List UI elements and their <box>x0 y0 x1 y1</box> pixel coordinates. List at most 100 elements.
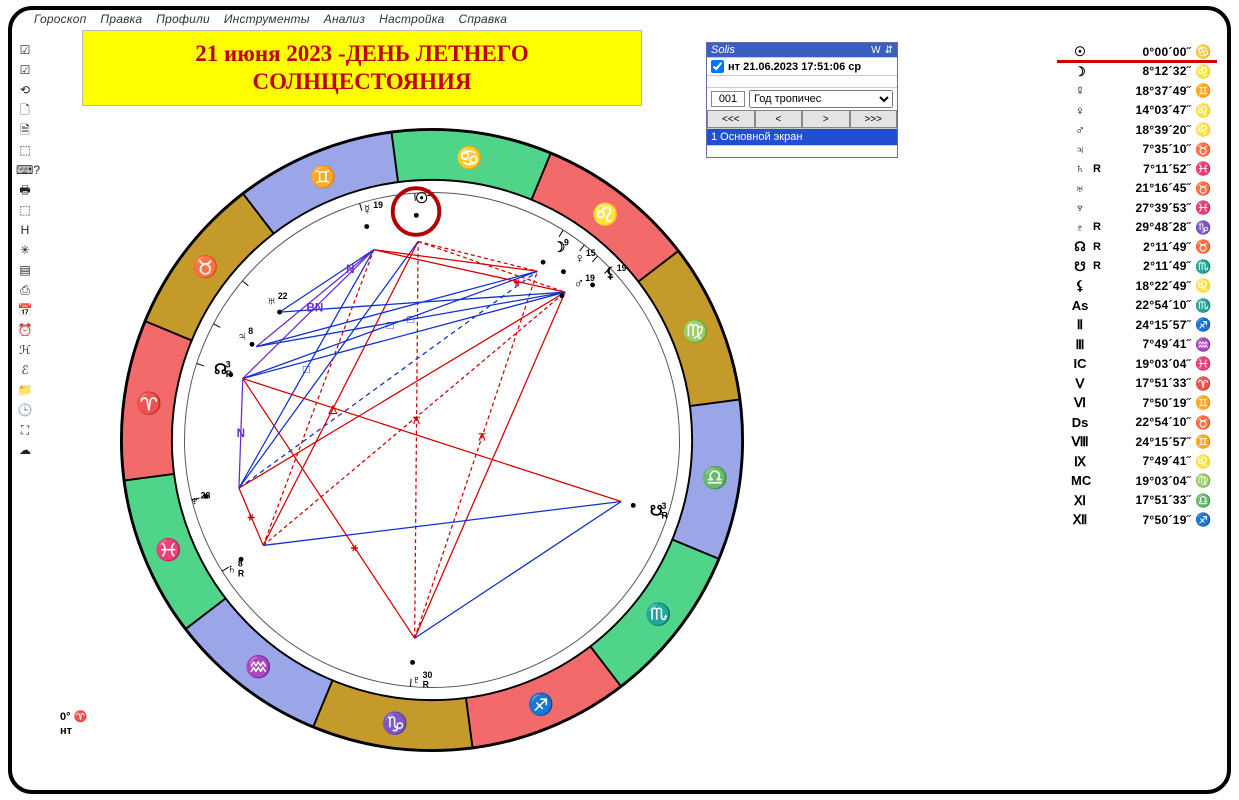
toolbar-icon-0[interactable]: ☑ <box>16 42 34 58</box>
planet-symbol: ☽ <box>1071 62 1089 82</box>
toolbar-icon-11[interactable]: ▤ <box>16 262 34 278</box>
planet-position: 14°03´47˝ <box>1107 101 1191 119</box>
svg-text:R: R <box>226 369 233 379</box>
zodiac-sign: ♓ <box>1195 354 1211 374</box>
toolbar-icon-12[interactable]: ⎙ <box>16 282 34 298</box>
toolbar-icon-10[interactable]: ✳ <box>16 242 34 258</box>
toolbar-icon-7[interactable]: 🖶 <box>16 182 34 198</box>
planet-symbol: MC <box>1071 471 1089 491</box>
planet-row: As22°54´10˝♏ <box>1071 296 1211 316</box>
toolbar-icon-5[interactable]: ⬚ <box>16 142 34 158</box>
planet-position: 18°39´20˝ <box>1107 121 1191 139</box>
planet-position: 18°22´49˝ <box>1107 277 1191 295</box>
planet-row: Ⅻ7°50´19˝♐ <box>1071 510 1211 530</box>
zodiac-sign: ♉ <box>1195 179 1211 199</box>
solis-checkbox[interactable] <box>711 60 724 73</box>
menu-Анализ[interactable]: Анализ <box>324 12 365 26</box>
toolbar-icon-8[interactable]: ⬚ <box>16 202 34 218</box>
svg-text:□: □ <box>387 319 394 332</box>
planet-position: 7°50´19˝ <box>1107 511 1191 529</box>
zodiac-sign: ♌ <box>1195 101 1211 121</box>
svg-text:♄: ♄ <box>226 561 237 577</box>
planet-position: 27°39´53˝ <box>1107 199 1191 217</box>
shrink-icon[interactable]: ⇵ <box>885 45 893 56</box>
svg-text:9: 9 <box>564 237 569 247</box>
svg-text:♂: ♂ <box>574 276 585 292</box>
planet-row: ☋R2°11´49˝♏ <box>1071 257 1211 277</box>
svg-text:♃: ♃ <box>237 329 248 345</box>
planet-row: ♂18°39´20˝♌ <box>1071 120 1211 140</box>
svg-text:N: N <box>346 263 354 276</box>
svg-text:R: R <box>661 511 668 521</box>
planet-row: Ⅴ17°51´33˝♈ <box>1071 374 1211 394</box>
toolbar-icon-20[interactable]: ☁ <box>16 442 34 458</box>
svg-text:15: 15 <box>586 248 596 258</box>
toolbar-icon-2[interactable]: ⟲ <box>16 82 34 98</box>
planet-position: 0°00´00˝ <box>1107 43 1191 61</box>
svg-text:⚻: ⚻ <box>413 414 421 427</box>
menu-Гороскоп[interactable]: Гороскоп <box>34 12 86 26</box>
planet-symbol: Ⅸ <box>1071 452 1089 472</box>
toolbar-icon-4[interactable]: 🗎 <box>16 122 34 138</box>
planet-symbol: Ⅱ <box>1071 315 1089 335</box>
toolbar-icon-9[interactable]: H <box>16 222 34 238</box>
menu-Справка[interactable]: Справка <box>458 12 507 26</box>
svg-text:□: □ <box>407 313 414 326</box>
toolbar: ☑ ☑ ⟲ 🗋 🗎 ⬚ ⌨? 🖶 ⬚ H ✳ ▤ ⎙ 📅 ⏰ ℋℰ 📁 🕒 ⛶ ☁ <box>14 42 36 458</box>
solis-mode-select[interactable]: Год тропичес <box>749 90 893 108</box>
zodiac-sign: ♉ <box>1195 413 1211 433</box>
svg-text:♑: ♑ <box>381 711 408 736</box>
toolbar-icon-16[interactable]: ℰ <box>16 362 34 378</box>
solis-gap <box>707 75 897 87</box>
planet-position: 2°11´49˝ <box>1107 257 1191 275</box>
retrograde-flag: R <box>1093 239 1103 256</box>
toolbar-icon-3[interactable]: 🗋 <box>16 102 34 118</box>
toolbar-icon-13[interactable]: 📅 <box>16 302 34 318</box>
planet-position: 7°49´41˝ <box>1107 452 1191 470</box>
toolbar-icon-6[interactable]: ⌨? <box>16 162 34 178</box>
toolbar-icon-18[interactable]: 🕒 <box>16 402 34 418</box>
toolbar-icon-17[interactable]: 📁 <box>16 382 34 398</box>
toolbar-icon-1[interactable]: ☑ <box>16 62 34 78</box>
menu-Правка[interactable]: Правка <box>100 12 142 26</box>
svg-text:♅: ♅ <box>266 294 277 310</box>
solis-num[interactable] <box>711 91 745 107</box>
zodiac-sign: ♌ <box>1195 120 1211 140</box>
zodiac-sign: ♉ <box>1195 140 1211 160</box>
planet-position: 2°11´49˝ <box>1107 238 1191 256</box>
solis-nav-btn[interactable]: >>> <box>850 110 898 128</box>
w-icon[interactable]: W <box>871 45 880 56</box>
menu-Настройка[interactable]: Настройка <box>379 12 444 26</box>
toolbar-icon-14[interactable]: ⏰ <box>16 322 34 338</box>
zodiac-sign: ♋ <box>1195 42 1211 62</box>
solis-datetime-row: нт 21.06.2023 17:51:06 ср <box>707 57 897 75</box>
svg-text:BN: BN <box>306 302 323 315</box>
planet-row: ☊R2°11´49˝♉ <box>1071 237 1211 257</box>
svg-text:♓: ♓ <box>155 537 182 562</box>
planet-symbol: Ⅻ <box>1071 510 1089 530</box>
svg-text:♉: ♉ <box>192 254 219 279</box>
zodiac-sign: ♏ <box>1195 296 1211 316</box>
solis-nav-btn[interactable]: > <box>802 110 850 128</box>
retrograde-flag: R <box>1093 258 1103 275</box>
solis-title-text: Solis <box>711 44 735 56</box>
planet-symbol: ♀ <box>1071 101 1089 121</box>
menu-Профили[interactable]: Профили <box>156 12 210 26</box>
menu-Инструменты[interactable]: Инструменты <box>224 12 310 26</box>
title-banner: 21 июня 2023 -ДЕНЬ ЛЕТНЕГО СОЛНЦЕСТОЯНИЯ <box>82 30 642 106</box>
planet-symbol: Ds <box>1071 413 1089 433</box>
toolbar-icon-15[interactable]: ℋ <box>16 342 34 358</box>
svg-text:30: 30 <box>423 670 433 680</box>
planet-position: 21°16´45˝ <box>1107 179 1191 197</box>
svg-text:♋: ♋ <box>456 145 483 170</box>
planet-position: 22°54´10˝ <box>1107 413 1191 431</box>
toolbar-icon-19[interactable]: ⛶ <box>16 422 34 438</box>
planet-row: MC19°03´04˝♍ <box>1071 471 1211 491</box>
planet-row: IC19°03´04˝♓ <box>1071 354 1211 374</box>
svg-text:8: 8 <box>238 559 243 569</box>
footer-line2: нт <box>60 724 87 738</box>
planet-symbol: ☿ <box>1071 81 1089 101</box>
planet-row: Ds 22°54´10˝♉ <box>1071 413 1211 433</box>
zodiac-sign: ♊ <box>1195 393 1211 413</box>
svg-text:N: N <box>237 427 245 440</box>
